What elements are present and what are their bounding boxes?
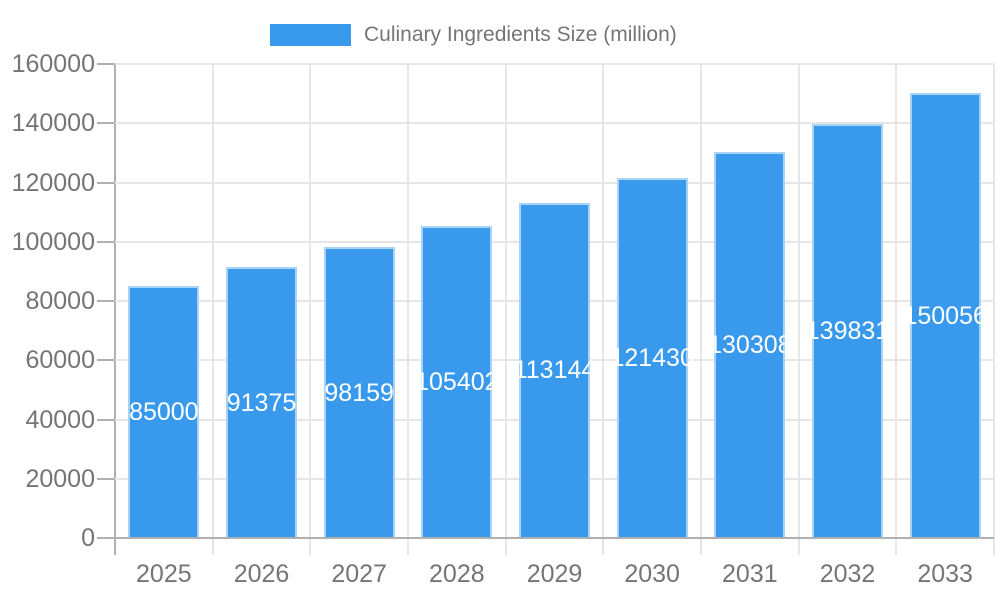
- y-tick-label: 120000: [11, 168, 95, 197]
- bar-2031[interactable]: [714, 151, 786, 538]
- y-tick-label: 20000: [25, 464, 95, 493]
- legend-label: Culinary Ingredients Size (million): [364, 23, 677, 46]
- bar-value-label: 98159: [324, 378, 394, 407]
- y-tick-label: 100000: [11, 227, 95, 256]
- x-gridline: [211, 64, 214, 555]
- x-axis-line: [115, 537, 994, 539]
- x-gridline: [700, 64, 702, 555]
- y-tick-label: 140000: [11, 109, 95, 138]
- y-tick-label: 0: [81, 524, 95, 552]
- y-gridline: [115, 181, 994, 184]
- bar-2030[interactable]: [616, 178, 688, 538]
- bar-2033[interactable]: [909, 93, 981, 538]
- bar-2028[interactable]: [421, 225, 493, 538]
- y-axis-line: [114, 64, 116, 555]
- y-axis-tick: [97, 122, 115, 125]
- legend-color-swatch: [270, 24, 351, 46]
- bar-value-label: 150056: [903, 301, 987, 330]
- x-tick-label: 2026: [233, 560, 290, 588]
- y-axis-tick: [97, 63, 115, 65]
- bar-2026[interactable]: [226, 267, 297, 538]
- x-tick-label: 2032: [819, 560, 876, 588]
- x-tick-label: 2027: [331, 560, 387, 588]
- x-gridline: [407, 64, 409, 555]
- bar-2029[interactable]: [519, 202, 590, 538]
- x-tick-label: 2030: [624, 560, 680, 588]
- bar-2025[interactable]: [128, 286, 200, 538]
- y-axis-tick: [97, 300, 115, 302]
- x-gridline: [504, 64, 507, 555]
- x-gridline: [993, 64, 995, 555]
- y-tick-label: 80000: [25, 287, 95, 315]
- bar-value-label: 121430: [610, 344, 694, 373]
- y-axis-tick: [97, 477, 115, 480]
- x-gridline: [602, 64, 605, 555]
- y-tick-label: 160000: [11, 50, 95, 78]
- x-gridline: [309, 64, 312, 555]
- y-axis-tick: [97, 359, 115, 362]
- bar-value-label: 139831: [805, 316, 890, 345]
- bar-value-label: 113144: [513, 356, 596, 385]
- y-axis-tick: [97, 240, 115, 243]
- y-gridline: [115, 122, 994, 125]
- y-axis-tick: [97, 418, 115, 421]
- bar-value-label: 130308: [708, 330, 792, 359]
- y-tick-label: 40000: [25, 405, 95, 434]
- bar-value-label: 91375: [226, 388, 297, 417]
- x-gridline: [895, 64, 898, 555]
- bar-value-label: 105402: [415, 367, 499, 396]
- x-tick-label: 2031: [722, 560, 778, 588]
- x-tick-label: 2028: [429, 560, 485, 588]
- y-tick-label: 60000: [25, 346, 95, 375]
- y-gridline: [115, 63, 994, 65]
- legend-item[interactable]: Culinary Ingredients Size (million): [270, 23, 677, 47]
- x-tick-label: 2025: [136, 560, 192, 588]
- x-tick-label: 2029: [526, 560, 583, 588]
- bar-2027[interactable]: [323, 247, 395, 538]
- x-tick-label: 2033: [917, 560, 973, 588]
- bar-value-label: 85000: [129, 398, 199, 427]
- y-axis-tick: [97, 537, 115, 539]
- y-axis-tick: [97, 181, 115, 184]
- x-gridline: [797, 64, 800, 555]
- bar-2032[interactable]: [812, 123, 883, 538]
